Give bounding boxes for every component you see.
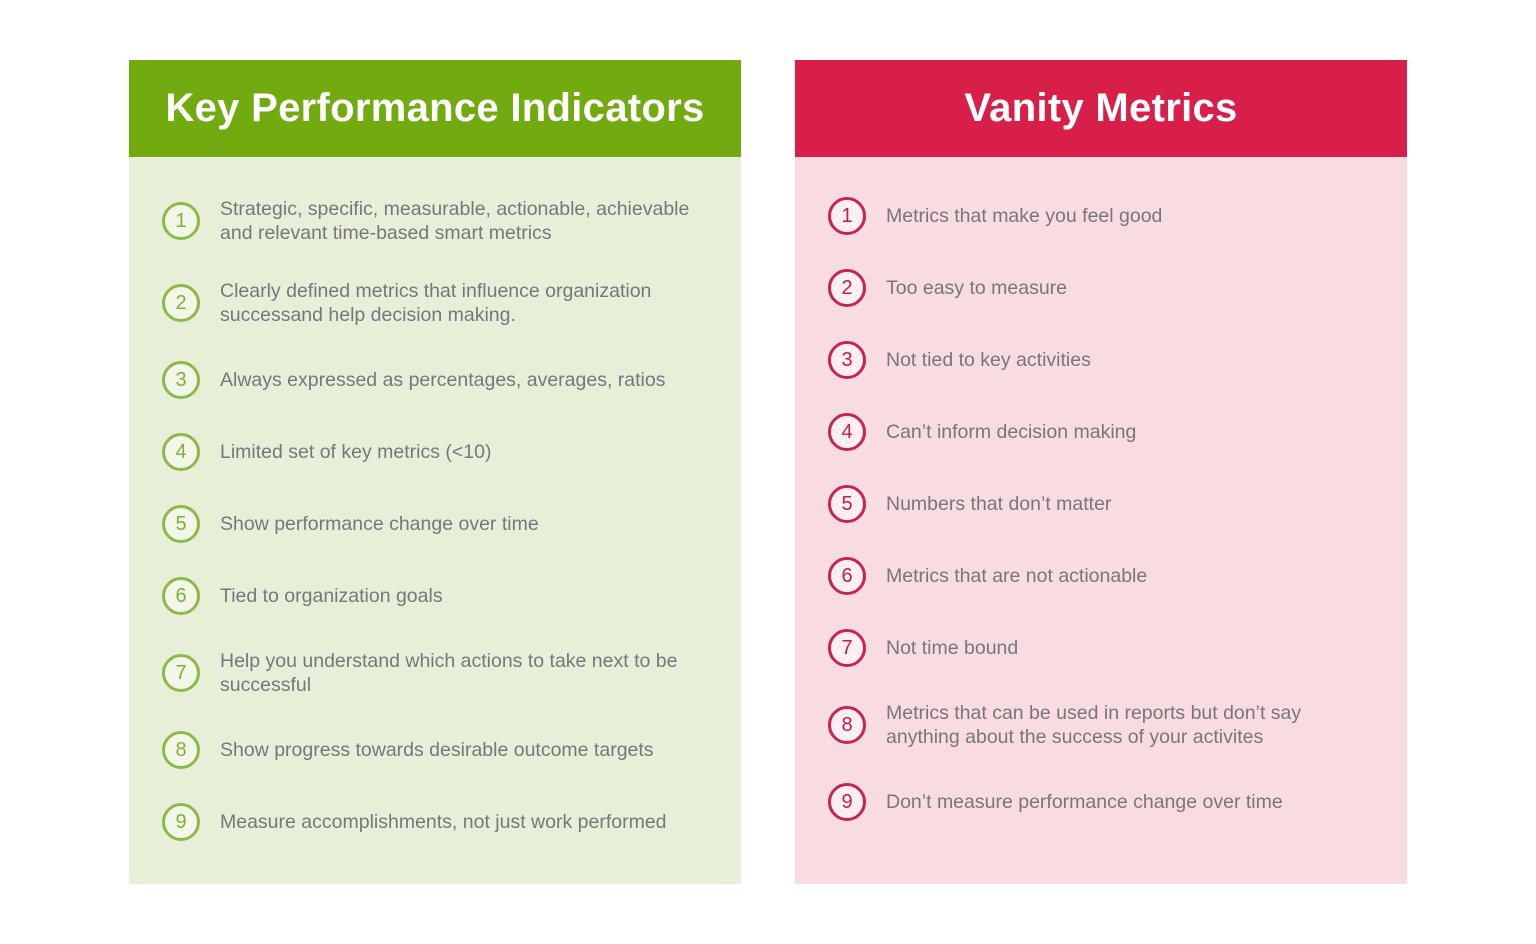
item-text: Show performance change over time [220, 513, 539, 535]
item-text: Clearly defined metrics that influence o… [220, 280, 652, 326]
item-text: Limited set of key metrics (<10) [220, 441, 492, 463]
item-text: Don’t measure performance change over ti… [886, 791, 1283, 813]
list-item: 8 Metrics that can be used in reports but… [828, 701, 1377, 749]
item-text: Too easy to measure [886, 277, 1068, 299]
item-number-badge: 7 [162, 654, 200, 692]
vanity-panel-title: Vanity Metrics [964, 86, 1238, 130]
list-item: 3 Always expressed as percentages, averag… [162, 361, 711, 399]
item-text: Strategic, specific, measurable, actiona… [220, 198, 690, 244]
list-item: 7 Help you understand which actions to ta… [162, 649, 711, 697]
item-number-badge: 7 [828, 629, 866, 667]
item-text: Metrics that can be used in reports but … [886, 702, 1302, 748]
list-item: 1 Strategic, specific, measurable, action… [162, 197, 711, 245]
list-item: 8 Show progress towards desirable outcome… [162, 731, 711, 769]
item-text: Tied to organization goals [220, 585, 443, 607]
list-item: 7 Not time bound [828, 629, 1377, 667]
list-item: 9 Measure accomplishments, not just work … [162, 803, 711, 841]
item-text: Metrics that make you feel good [886, 205, 1163, 227]
item-number-badge: 6 [828, 557, 866, 595]
item-text: Metrics that are not actionable [886, 565, 1148, 587]
item-text: Can’t inform decision making [886, 421, 1137, 443]
item-text: Not tied to key activities [886, 349, 1091, 371]
list-item: 2 Clearly defined metrics that influence … [162, 279, 711, 327]
list-item: 4 Limited set of key metrics (<10) [162, 433, 711, 471]
item-text: Always expressed as percentages, average… [220, 369, 666, 391]
item-text: Show progress towards desirable outcome … [220, 739, 654, 761]
item-text: Measure accomplishments, not just work p… [220, 811, 667, 833]
item-number-badge: 1 [162, 202, 200, 240]
vanity-panel-header: Vanity Metrics [795, 60, 1407, 157]
item-number-badge: 9 [162, 803, 200, 841]
list-item: 5 Show performance change over time [162, 505, 711, 543]
list-item: 4 Can’t inform decision making [828, 413, 1377, 451]
kpi-panel: Key Performance Indicators 1 Strategic, s… [129, 60, 741, 884]
item-number-badge: 2 [162, 284, 200, 322]
list-item: 9 Don’t measure performance change over t… [828, 783, 1377, 821]
item-number-badge: 6 [162, 577, 200, 615]
item-number-badge: 2 [828, 269, 866, 307]
item-number-badge: 4 [162, 433, 200, 471]
item-text: Help you understand which actions to tak… [220, 650, 678, 696]
list-item: 6 Tied to organization goals [162, 577, 711, 615]
kpi-items-list: 1 Strategic, specific, measurable, action… [129, 157, 741, 884]
kpi-panel-header: Key Performance Indicators [129, 60, 741, 157]
list-item: 2 Too easy to measure [828, 269, 1377, 307]
item-number-badge: 9 [828, 783, 866, 821]
list-item: 5 Numbers that don’t matter [828, 485, 1377, 523]
item-number-badge: 3 [162, 361, 200, 399]
vanity-metrics-panel: Vanity Metrics 1 Metrics that make you fe… [795, 60, 1407, 884]
item-text: Not time bound [886, 637, 1019, 659]
item-number-badge: 8 [828, 706, 866, 744]
vanity-items-list: 1 Metrics that make you feel good 2 Too eas… [795, 157, 1407, 884]
item-number-badge: 5 [828, 485, 866, 523]
item-number-badge: 5 [162, 505, 200, 543]
kpi-panel-title: Key Performance Indicators [165, 86, 705, 130]
item-number-badge: 4 [828, 413, 866, 451]
item-number-badge: 8 [162, 731, 200, 769]
list-item: 3 Not tied to key activities [828, 341, 1377, 379]
list-item: 1 Metrics that make you feel good [828, 197, 1377, 235]
item-text: Numbers that don’t matter [886, 493, 1112, 515]
list-item: 6 Metrics that are not actionable [828, 557, 1377, 595]
item-number-badge: 3 [828, 341, 866, 379]
item-number-badge: 1 [828, 197, 866, 235]
